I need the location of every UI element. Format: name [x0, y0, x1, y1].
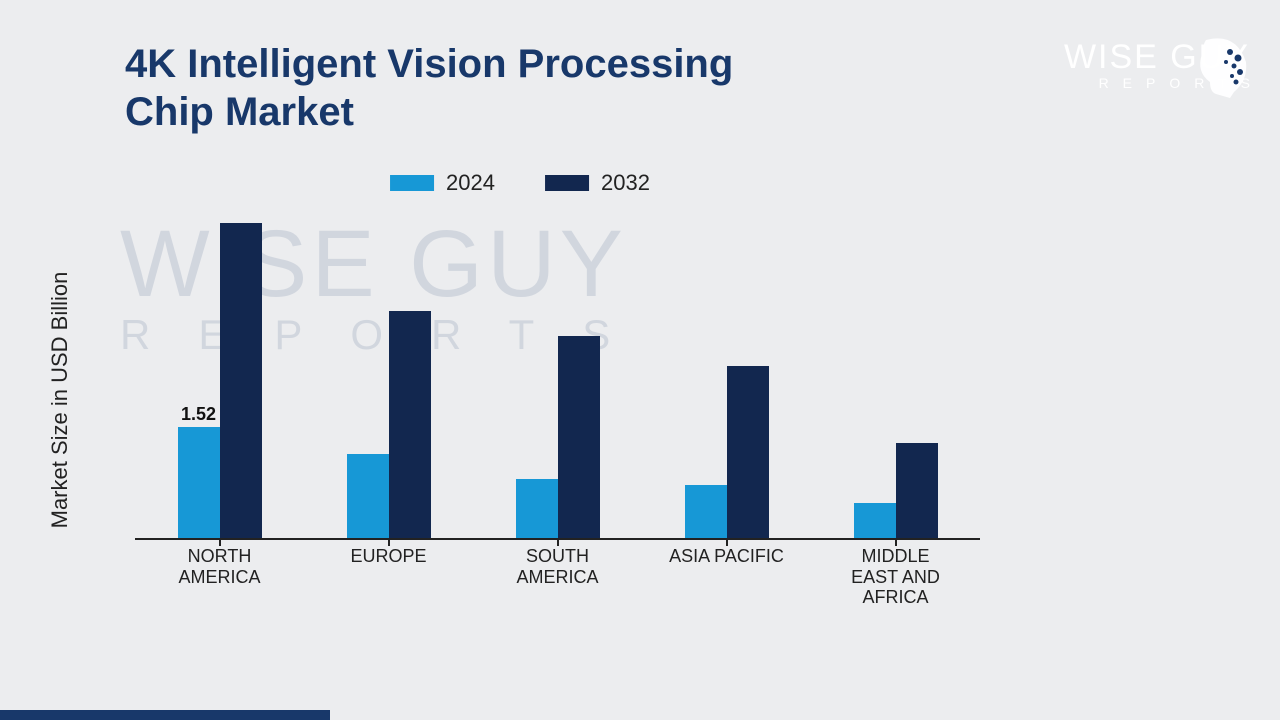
- legend-label-2032: 2032: [601, 170, 650, 196]
- bar-2024: [516, 479, 558, 538]
- bar-2032: [896, 443, 938, 538]
- legend: 2024 2032: [390, 170, 650, 196]
- bar-group: [178, 223, 262, 538]
- brand-logo: WISE GUY REPORTS: [1064, 40, 1250, 90]
- bar-group: [516, 336, 600, 538]
- x-axis-label: EUROPE: [329, 540, 449, 630]
- bar-2032: [727, 366, 769, 538]
- bar-2024: [685, 485, 727, 538]
- x-axis-label: MIDDLE EAST AND AFRICA: [836, 540, 956, 630]
- x-axis-labels: NORTH AMERICA EUROPE SOUTH AMERICA ASIA PAC…: [135, 540, 980, 630]
- bar-group: [854, 443, 938, 538]
- legend-swatch-2024: [390, 175, 434, 191]
- bar-2024: [178, 427, 220, 538]
- x-axis-label: NORTH AMERICA: [160, 540, 280, 630]
- bar-2024: [854, 503, 896, 538]
- chart-card: WISE GUY REPORTS WISE GUY REPORTS 4K Int…: [0, 0, 1280, 720]
- legend-label-2024: 2024: [446, 170, 495, 196]
- bar-group: [685, 366, 769, 538]
- x-axis-label: SOUTH AMERICA: [498, 540, 618, 630]
- chart-title: 4K Intelligent Vision Processing Chip Ma…: [125, 40, 765, 136]
- bar-2032: [389, 311, 431, 538]
- plot-area: 1.52: [135, 210, 980, 540]
- y-axis-label: Market Size in USD Billion: [47, 272, 73, 529]
- bar-2032: [558, 336, 600, 538]
- head-icon: [1186, 32, 1256, 102]
- chart-area: Market Size in USD Billion 2024 2032 1.5…: [60, 170, 980, 630]
- bottom-accent: [0, 710, 330, 720]
- bar-groups: [135, 210, 980, 538]
- x-axis-label: ASIA PACIFIC: [667, 540, 787, 630]
- legend-swatch-2032: [545, 175, 589, 191]
- bar-group: [347, 311, 431, 538]
- legend-item-2032: 2032: [545, 170, 650, 196]
- bar-2032: [220, 223, 262, 538]
- data-label: 1.52: [181, 404, 216, 425]
- bar-2024: [347, 454, 389, 538]
- legend-item-2024: 2024: [390, 170, 495, 196]
